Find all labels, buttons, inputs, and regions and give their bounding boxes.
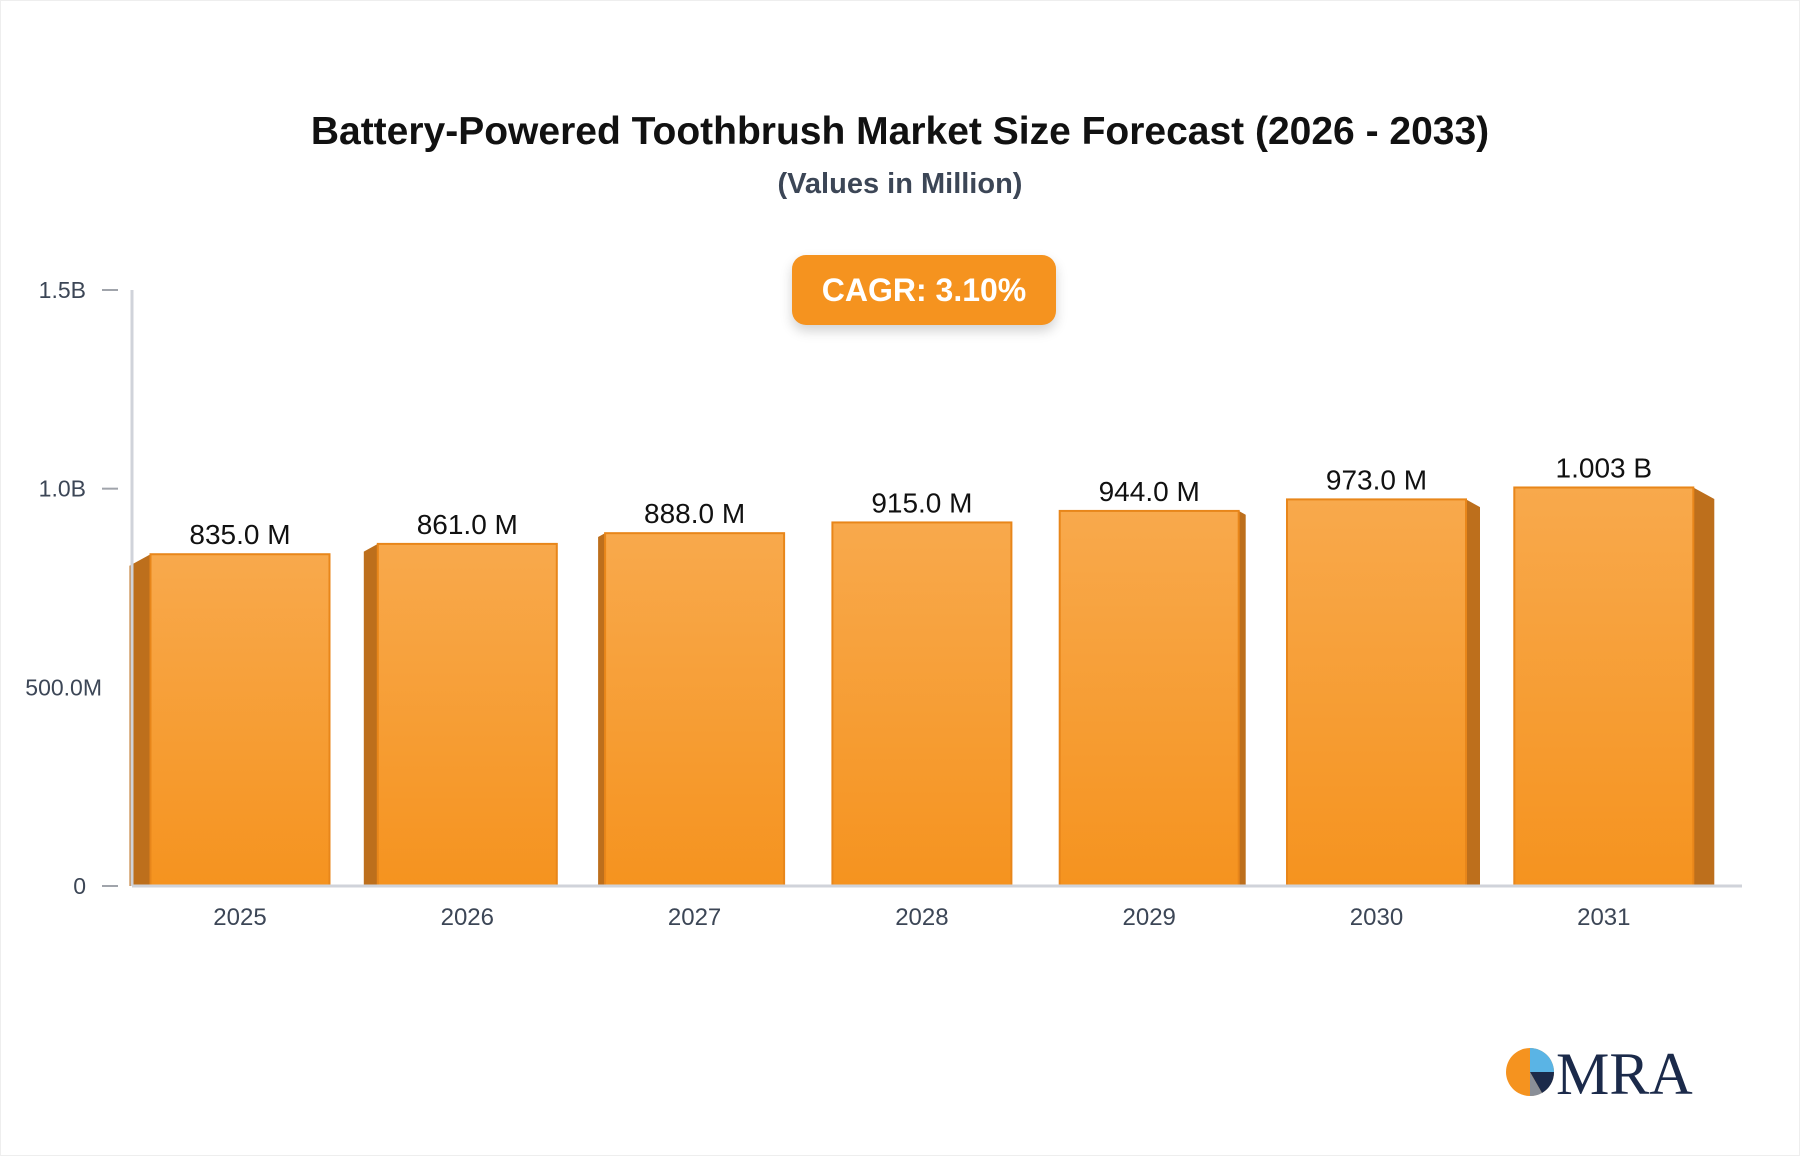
data-label: 915.0 M — [871, 487, 972, 518]
x-tick-label: 2030 — [1350, 904, 1403, 931]
cagr-badge: CAGR: 3.10% — [792, 255, 1056, 325]
bar — [1286, 498, 1467, 887]
bar — [831, 521, 1013, 887]
logo-mark-icon: MRA — [1506, 1042, 1693, 1100]
mra-logo: MRA — [1506, 1042, 1696, 1100]
y-tick-label: 1.0B — [39, 476, 86, 502]
bar — [604, 532, 786, 888]
data-label: 973.0 M — [1326, 464, 1427, 495]
bar-side — [1238, 510, 1246, 886]
data-label: 944.0 M — [1099, 476, 1200, 507]
chart-subtitle: (Values in Million) — [777, 168, 1023, 200]
x-tick-label: 2027 — [668, 904, 721, 931]
bar-side — [129, 554, 151, 886]
y-tick-label: 0 — [73, 873, 86, 899]
x-tick-label: 2031 — [1577, 904, 1630, 931]
logo-text: MRA — [1556, 1042, 1693, 1100]
x-tick-label: 2029 — [1123, 904, 1176, 931]
data-label: 1.003 B — [1556, 452, 1653, 483]
y-tick-label: 1.5B — [39, 277, 86, 303]
bar-side — [598, 533, 606, 886]
data-label: 835.0 M — [189, 519, 290, 550]
bar-side — [1693, 487, 1715, 886]
bar — [149, 553, 331, 888]
data-label: 888.0 M — [644, 498, 745, 529]
chart-title: Battery-Powered Toothbrush Market Size F… — [310, 110, 1490, 153]
x-tick-label: 2026 — [441, 904, 494, 931]
bar-side — [1466, 499, 1480, 886]
x-tick-label: 2025 — [213, 904, 266, 931]
data-label: 861.0 M — [417, 509, 518, 540]
y-tick-label: 500.0M — [25, 674, 102, 700]
bar — [1513, 486, 1695, 887]
x-tick-label: 2028 — [895, 904, 948, 931]
bar — [1058, 509, 1240, 887]
bar-side — [363, 543, 378, 886]
bar — [376, 542, 558, 887]
